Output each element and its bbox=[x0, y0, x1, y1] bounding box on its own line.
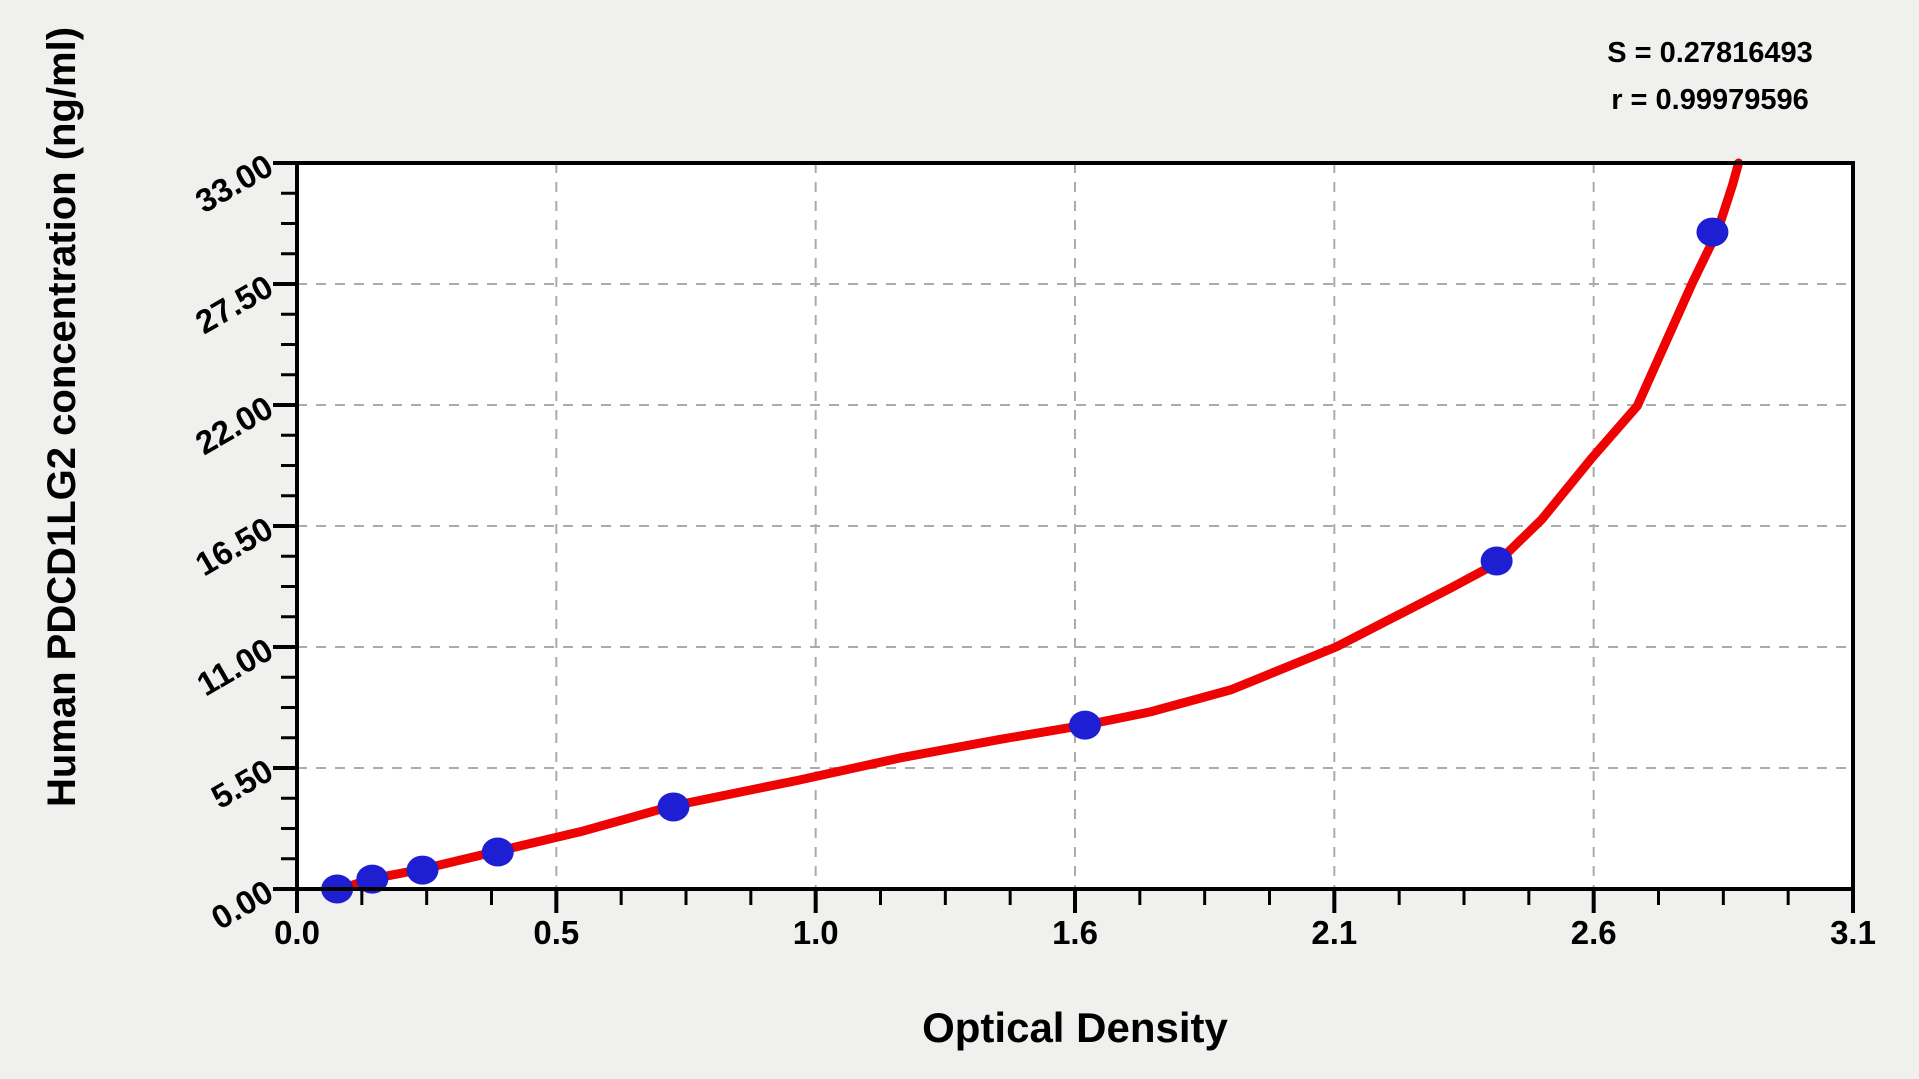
x-tick-label: 0.5 bbox=[533, 914, 580, 951]
data-point bbox=[406, 855, 439, 885]
data-point bbox=[1480, 546, 1513, 576]
fit-curve bbox=[335, 158, 1744, 894]
data-point bbox=[657, 792, 690, 822]
y-tick-label: 27.50 bbox=[188, 267, 279, 341]
x-tick-label: 3.1 bbox=[1830, 914, 1876, 951]
stats-r-value: r = 0.99979596 bbox=[1611, 84, 1809, 116]
y-tick-label: 11.00 bbox=[190, 630, 279, 703]
x-tick-label: 1.6 bbox=[1052, 914, 1098, 951]
data-point bbox=[481, 837, 514, 867]
data-point bbox=[1069, 710, 1102, 740]
y-tick-label: 5.50 bbox=[204, 751, 279, 816]
x-tick-label: 0.0 bbox=[274, 914, 320, 951]
x-tick-label: 2.6 bbox=[1570, 914, 1617, 951]
y-tick-label: 22.00 bbox=[188, 388, 279, 462]
y-axis-title: Human PDCD1LG2 concentration (ng/ml) bbox=[40, 26, 84, 808]
plot-frame bbox=[295, 161, 1855, 891]
stats-annotation: S = 0.27816493 r = 0.99979596 bbox=[1545, 30, 1875, 124]
y-tick-label: 33.00 bbox=[188, 146, 279, 220]
plot-area bbox=[273, 158, 1855, 913]
stats-s-value: S = 0.27816493 bbox=[1607, 37, 1813, 69]
x-axis-title: Optical Density bbox=[922, 1004, 1228, 1051]
x-tick-label: 1.0 bbox=[792, 914, 839, 951]
data-point bbox=[1696, 217, 1729, 247]
plot-svg bbox=[273, 158, 1855, 913]
y-tick-label: 16.50 bbox=[188, 509, 279, 583]
x-tick-label: 2.1 bbox=[1311, 914, 1358, 951]
data-point bbox=[356, 864, 389, 894]
